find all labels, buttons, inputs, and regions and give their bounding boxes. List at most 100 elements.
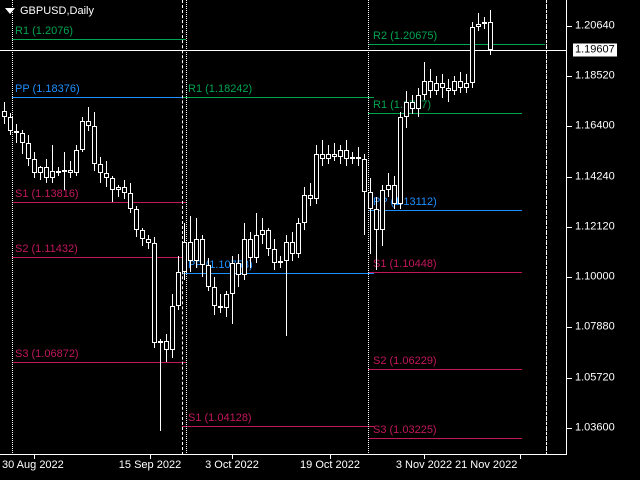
candle-body <box>170 305 175 351</box>
candle-body <box>176 272 181 306</box>
pivot-level-line <box>12 362 186 363</box>
pivot-level-line <box>368 369 522 370</box>
candle-wick <box>334 142 335 162</box>
session-divider-dashed <box>182 0 183 455</box>
candle-body <box>44 167 49 178</box>
date-tick-label: 15 Sep 2022 <box>118 459 182 471</box>
candle-body <box>278 260 283 264</box>
candle-body <box>392 185 397 204</box>
price-tick-label: 1.07880 <box>575 320 615 333</box>
date-tick-label: 3 Nov 2022 <box>395 459 453 471</box>
date-tick-label: 19 Oct 2022 <box>300 459 360 471</box>
pivot-level-line <box>182 97 374 98</box>
candle-wick <box>88 107 89 131</box>
candle-body <box>272 248 277 264</box>
pivot-level-label: S1 (1.10448) <box>373 258 437 270</box>
candle-body <box>152 242 157 344</box>
candle-body <box>230 263 235 294</box>
candle-body <box>290 241 295 254</box>
price-tick <box>567 428 572 430</box>
candle-wick <box>40 166 41 181</box>
candle-body <box>422 81 427 96</box>
candle-body <box>398 116 403 204</box>
candle-body <box>482 21 487 25</box>
candle-wick <box>16 123 17 143</box>
chart-plot-area[interactable]: R1 (1.2076) PP (1.18376) S1 (1.13816) S2 (1… <box>0 0 567 455</box>
pivot-level-line <box>368 272 522 273</box>
price-tick <box>567 75 572 77</box>
pivot-level-line <box>368 210 522 211</box>
date-axis[interactable]: 30 Aug 2022 15 Sep 2022 3 Oct 2022 19 Oct 2… <box>0 455 640 480</box>
candle-wick <box>118 185 119 197</box>
session-divider <box>12 0 13 455</box>
candle-body <box>224 293 229 308</box>
candle-body <box>68 169 73 174</box>
pivot-level-line <box>368 113 522 114</box>
candle-body <box>158 341 163 344</box>
candle-body <box>62 169 67 173</box>
candle-body <box>20 133 25 143</box>
candle-body <box>218 305 223 308</box>
price-tick <box>567 227 572 229</box>
price-tick <box>567 25 572 27</box>
plot-border <box>0 0 567 455</box>
price-tick-label: 1.10000 <box>575 270 615 283</box>
candle-body <box>242 239 247 275</box>
candle-body <box>326 154 331 160</box>
candle-body <box>434 83 439 91</box>
date-tick <box>424 455 425 459</box>
candle-body <box>488 21 493 51</box>
candle-body <box>188 241 193 261</box>
session-divider <box>368 0 369 455</box>
date-tick <box>520 455 521 459</box>
candle-body <box>206 265 211 287</box>
candle-wick <box>376 196 377 271</box>
candle-body <box>350 156 355 160</box>
candle-body <box>332 154 337 157</box>
candle-body <box>464 83 469 89</box>
pivot-level-label: S1 (1.04128) <box>188 412 252 424</box>
session-divider <box>186 0 187 455</box>
pivot-level-line <box>182 273 374 274</box>
candle-body <box>446 88 451 91</box>
candle-body <box>56 170 61 173</box>
pivot-level-label: S2 (1.06229) <box>373 355 437 367</box>
chevron-down-icon[interactable] <box>5 8 15 14</box>
candle-body <box>74 149 79 174</box>
pivot-level-label: PP (1.10753) <box>188 259 253 271</box>
candle-wick <box>370 177 371 254</box>
pivot-level-label: S2 (1.11432) <box>15 243 78 255</box>
price-axis[interactable]: 1.20640 1.18520 1.16400 1.14240 1.12120 1.100… <box>567 0 640 455</box>
pivot-level-label: R2 (1.20675) <box>373 30 438 42</box>
candle-body <box>344 149 349 160</box>
candle-wick <box>70 161 71 178</box>
candle-wick <box>388 173 389 197</box>
candle-body <box>38 167 43 174</box>
pivot-level-line <box>368 438 522 439</box>
pivot-level-label: PP (1.13112) <box>373 196 437 208</box>
candle-body <box>416 95 421 110</box>
candle-body <box>86 121 91 126</box>
pivot-level-label: PP (1.18376) <box>15 83 80 95</box>
pivot-level-label: R1 (1.2076) <box>15 25 74 37</box>
date-tick <box>34 455 35 459</box>
candle-wick <box>52 144 53 183</box>
candle-body <box>320 154 325 160</box>
price-tick <box>567 177 572 178</box>
date-tick <box>232 455 233 459</box>
candle-body <box>374 208 379 230</box>
candle-body <box>284 241 289 261</box>
candle-body <box>248 239 253 259</box>
candle-body <box>470 26 475 84</box>
candle-body <box>302 194 307 223</box>
candle-body <box>212 286 217 306</box>
candle-wick <box>220 293 221 313</box>
candle-body <box>296 222 301 254</box>
candle-wick <box>478 12 479 32</box>
price-tick <box>567 125 572 127</box>
pivot-level-line <box>12 202 186 203</box>
candle-body <box>104 173 109 178</box>
candle-body <box>200 239 205 266</box>
pivot-level-label: S3 (1.03225) <box>373 424 437 436</box>
